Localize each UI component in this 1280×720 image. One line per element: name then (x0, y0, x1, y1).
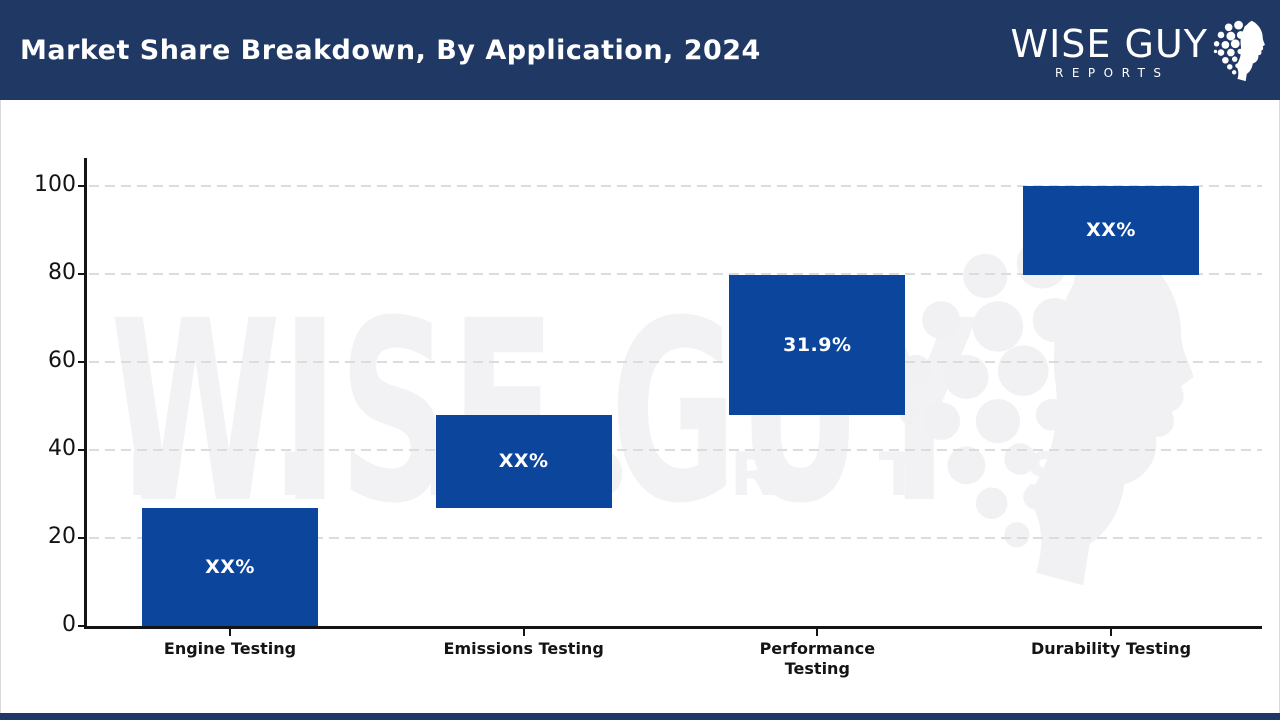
x-category-label: Durability Testing (1030, 639, 1192, 658)
bar-segment: 31.9% (729, 274, 906, 416)
gridline (89, 449, 1262, 451)
y-axis-tick (78, 449, 86, 451)
x-axis-tick (522, 629, 525, 636)
y-axis-tick-label: 20 (48, 524, 76, 549)
y-axis-tick (78, 625, 86, 627)
bar-segment: XX% (435, 415, 612, 508)
x-axis-line (84, 626, 1262, 629)
wiseguy-logo-sub: REPORTS (1055, 66, 1170, 81)
bar-value-label: 31.9% (783, 334, 852, 357)
bar-segment: XX% (142, 507, 318, 626)
wiseguy-logo: WISE GUY REPORTS (1011, 6, 1266, 98)
x-axis-tick (1110, 629, 1112, 636)
x-category-label: Performance Testing (759, 639, 876, 678)
y-axis-tick-label: 60 (48, 348, 76, 373)
wiseguy-logo-brand: WISE GUY (1010, 21, 1208, 66)
y-axis-tick (78, 537, 86, 539)
wiseguy-logo-text: WISE GUY REPORTS (1010, 21, 1208, 81)
y-axis-tick-label: 100 (34, 172, 76, 197)
footer-bar (0, 713, 1280, 720)
page-title: Market Share Breakdown, By Application, … (20, 34, 761, 66)
y-axis-tick (78, 361, 86, 363)
x-axis-tick (229, 629, 231, 636)
y-axis-tick (78, 273, 86, 275)
x-category-label: Engine Testing (163, 639, 297, 658)
y-axis-tick-label: 80 (48, 260, 76, 285)
bar-value-label: XX% (1086, 219, 1136, 242)
y-axis-tick-label: 0 (62, 612, 76, 637)
x-axis-tick (816, 629, 819, 636)
gridline (89, 537, 1262, 539)
header-bar: Market Share Breakdown, By Application, … (0, 0, 1280, 100)
y-axis-tick (78, 185, 86, 187)
y-axis-line (84, 158, 87, 629)
gridline (89, 361, 1262, 363)
y-axis-tick-label: 40 (48, 436, 76, 461)
bar-value-label: XX% (498, 450, 549, 473)
bar-segment: XX% (1023, 186, 1199, 275)
x-category-label: Emissions Testing (443, 639, 604, 658)
bar-value-label: XX% (205, 555, 255, 578)
gridline (89, 185, 1262, 187)
gridline (89, 273, 1262, 275)
